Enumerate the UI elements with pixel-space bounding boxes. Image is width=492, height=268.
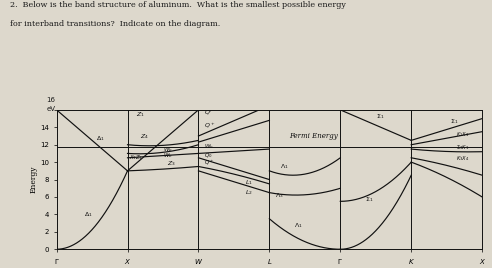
Text: $\Delta_1$: $\Delta_1$	[84, 210, 92, 219]
Text: $W_b$: $W_b$	[163, 145, 173, 154]
Text: $L_1$: $L_1$	[245, 178, 252, 187]
Text: $Z_1$: $Z_1$	[136, 110, 145, 119]
Text: $K_3 X_4$: $K_3 X_4$	[456, 154, 469, 163]
Text: $Z_4$: $Z_4$	[140, 132, 149, 141]
Text: $\Lambda_3$: $\Lambda_3$	[275, 191, 284, 200]
Text: $\Sigma_1$: $\Sigma_1$	[365, 195, 373, 204]
Text: $\Sigma_1$: $\Sigma_1$	[376, 113, 384, 121]
Text: $\Delta_1$: $\Delta_1$	[95, 134, 104, 143]
Text: for interband transitions?  Indicate on the diagram.: for interband transitions? Indicate on t…	[10, 20, 220, 28]
Y-axis label: Energy: Energy	[29, 166, 37, 193]
Text: $\Sigma_1$: $\Sigma_1$	[450, 117, 459, 126]
Text: $\Lambda_1$: $\Lambda_1$	[294, 221, 303, 230]
Text: $W_b$: $W_b$	[204, 142, 214, 151]
Text: 16: 16	[46, 97, 56, 103]
Text: 2.  Below is the band structure of aluminum.  What is the smallest possible ener: 2. Below is the band structure of alumin…	[10, 1, 346, 9]
Text: $Q_0$: $Q_0$	[204, 151, 213, 160]
Text: eV: eV	[46, 106, 56, 111]
Text: $W_b$: $W_b$	[163, 151, 173, 160]
Text: Fermi Energy: Fermi Energy	[289, 132, 338, 140]
Text: $Q^+$: $Q^+$	[204, 121, 215, 130]
Text: $L_2$: $L_2$	[245, 188, 252, 197]
Text: $K_1 X_1$: $K_1 X_1$	[456, 130, 469, 139]
Text: $X_1 Z_1$: $X_1 Z_1$	[129, 153, 143, 162]
Text: $\Lambda_1$: $\Lambda_1$	[280, 162, 289, 171]
Text: $Q'$: $Q'$	[204, 108, 213, 117]
Text: $Q^+$: $Q^+$	[204, 158, 215, 167]
Text: $Z_3$: $Z_3$	[166, 159, 175, 168]
Text: $\Sigma_3 K_1$: $\Sigma_3 K_1$	[456, 143, 469, 152]
